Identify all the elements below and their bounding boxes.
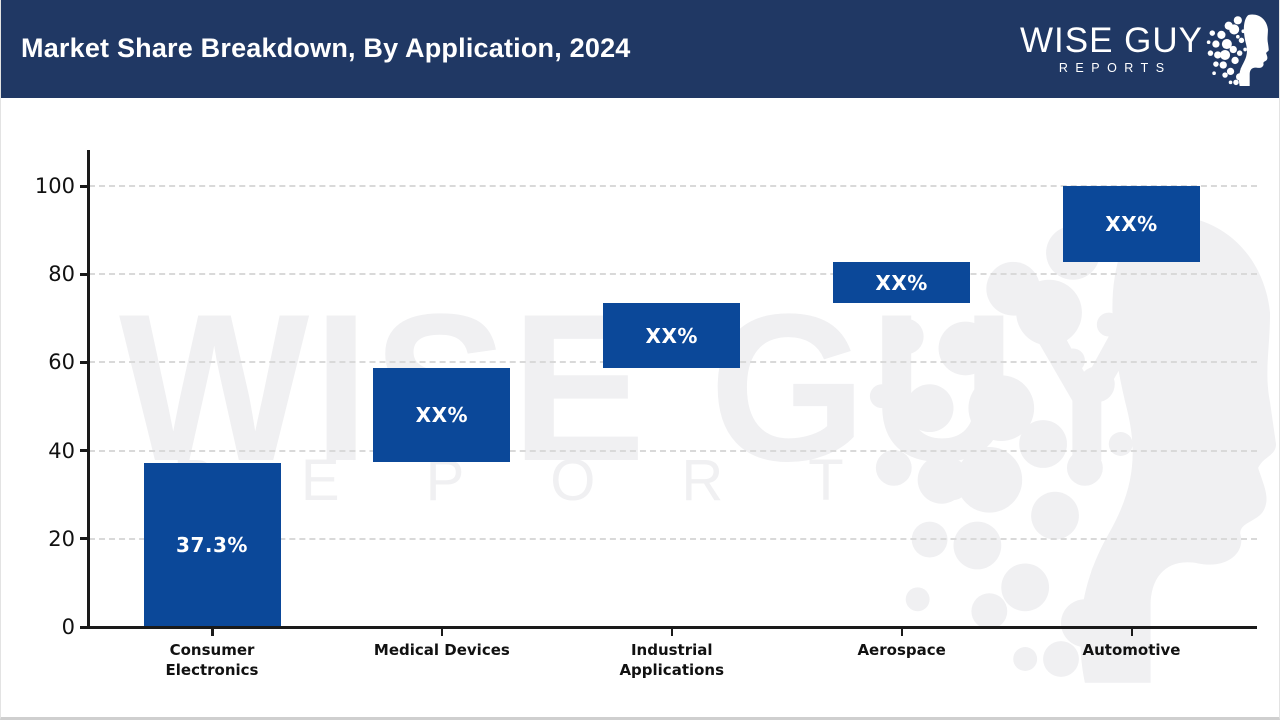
y-tick-label-20: 20 [48, 526, 75, 551]
bar-automotive[interactable]: XX% [1063, 186, 1200, 262]
x-tick-automotive [1130, 627, 1133, 636]
header-bar: Market Share Breakdown, By Application, … [1, 0, 1279, 98]
x-axis-line [87, 626, 1257, 629]
gridline-20 [89, 537, 1257, 540]
y-tick-40 [80, 449, 89, 453]
category-label-consumer-electronics: Consumer Electronics [165, 641, 259, 680]
x-tick-aerospace [900, 627, 904, 636]
bar-aerospace[interactable]: XX% [833, 261, 971, 304]
value-label-aerospace: XX% [875, 270, 928, 295]
category-label-aerospace: Aerospace [857, 641, 946, 659]
y-tick-label-40: 40 [48, 438, 75, 463]
y-tick-0 [80, 625, 89, 629]
category-label-industrial-applications: Industrial Applications [619, 641, 725, 680]
y-tick-80 [80, 272, 89, 276]
brand-logo: WISE GUY REPORTS [1020, 13, 1269, 86]
x-tick-industrial-applications [670, 627, 674, 636]
watermark-tagline: REPORTS [173, 448, 1055, 513]
y-tick-label-80: 80 [48, 262, 75, 287]
y-tick-100 [80, 184, 89, 188]
y-tick-60 [80, 360, 89, 364]
category-label-medical-devices: Medical Devices [373, 641, 510, 659]
category-label-automotive: Automotive [1082, 641, 1181, 659]
gridline-80 [89, 273, 1257, 276]
bar-medical-devices[interactable]: XX% [373, 368, 511, 463]
y-tick-20 [80, 537, 89, 541]
logo-tagline: REPORTS [1058, 61, 1172, 76]
bar-industrial-applications[interactable]: XX% [603, 303, 741, 369]
y-tick-label-60: 60 [48, 350, 75, 375]
value-label-industrial-applications: XX% [645, 323, 698, 348]
gridline-40 [89, 449, 1257, 452]
logo-wordmark: WISE GUY [1019, 21, 1203, 61]
value-label-automotive: XX% [1105, 211, 1158, 236]
y-axis-line [87, 150, 90, 629]
bar-consumer-electronics[interactable]: 37.3% [143, 462, 281, 627]
value-label-medical-devices: XX% [415, 403, 469, 428]
page-title: Market Share Breakdown, By Application, … [21, 33, 631, 64]
y-tick-label-100: 100 [34, 174, 75, 198]
x-tick-medical-devices [440, 627, 444, 636]
x-tick-consumer-electronics [211, 627, 214, 636]
gridline-100 [89, 185, 1257, 187]
logo-text: WISE GUY REPORTS [1020, 23, 1203, 75]
value-label-consumer-electronics: 37.3% [176, 532, 248, 557]
logo-head-icon [1203, 13, 1269, 86]
y-tick-label-0: 0 [61, 615, 75, 639]
